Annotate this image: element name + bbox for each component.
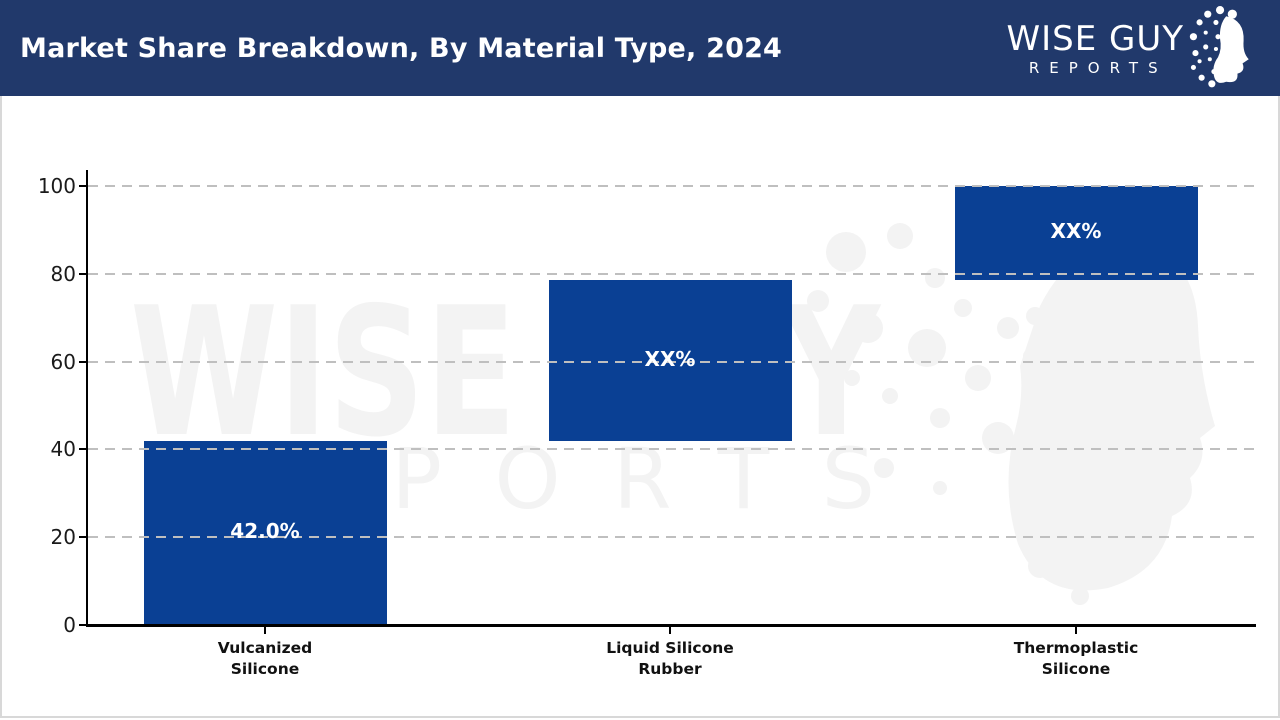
x-category-label: Vulcanized Silicone [217,639,313,678]
y-gridline [88,360,1256,363]
y-gridline [88,448,1256,451]
x-tick-mark [669,627,671,634]
page-title: Market Share Breakdown, By Material Type… [20,32,783,64]
x-axis-line [86,624,1256,627]
y-tick-mark [79,272,87,275]
x-category-label: Thermoplastic Silicone [1013,639,1139,678]
y-gridline [88,185,1256,187]
y-tick-label: 100 [37,174,76,198]
y-tick-mark [79,536,87,539]
y-gridline [88,536,1256,539]
x-category-label: Liquid Silicone Rubber [606,639,734,678]
bar-value-label: XX% [1050,219,1102,244]
y-tick-mark [79,360,87,363]
y-tick-mark [79,448,87,451]
y-tick-label: 20 [50,525,76,550]
y-tick-mark [79,185,87,187]
bar [143,440,387,625]
bar-value-label: 42.0% [230,518,300,543]
y-axis-line [86,170,88,626]
y-tick-label: 0 [63,613,76,637]
brand-logo: WISE GUY REPORTS [1006,6,1266,92]
header: Market Share Breakdown, By Material Type… [0,0,1280,96]
y-tick-mark [79,624,87,626]
y-gridline [88,272,1256,275]
logo-reports-label: REPORTS [1028,59,1168,77]
bar-value-label: XX% [644,346,696,371]
x-tick-mark [1075,627,1077,634]
bar [548,280,792,441]
logo-text: WISE GUY REPORTS [1006,21,1184,77]
logo-wordmark: WISE GUY [1006,19,1184,59]
bar [954,186,1198,281]
y-tick-label: 60 [50,349,76,374]
y-tick-label: 40 [50,437,76,462]
y-tick-label: 80 [50,261,76,286]
logo-face-icon [1189,6,1249,88]
x-tick-mark [264,627,266,634]
